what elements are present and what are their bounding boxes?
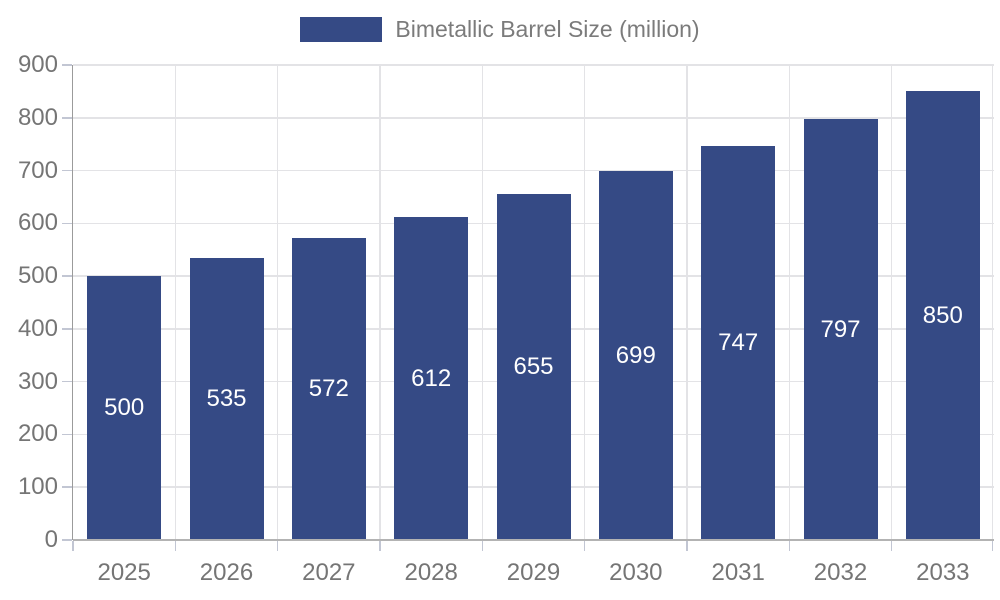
y-axis-tick-label: 0: [44, 526, 58, 553]
x-axis-tick: [890, 540, 893, 551]
gridline-vertical: [788, 65, 791, 540]
y-axis-tick-label: 800: [17, 103, 58, 131]
gridline-vertical: [686, 65, 688, 540]
gridline-vertical: [583, 65, 586, 540]
x-axis-tick-label: 2032: [813, 559, 868, 586]
legend[interactable]: Bimetallic Barrel Size (million): [0, 17, 1000, 42]
y-axis-tick: [61, 64, 72, 66]
bar[interactable]: 535: [189, 257, 264, 540]
x-axis-tick-label: 2028: [404, 559, 458, 586]
y-axis-tick: [61, 328, 72, 330]
y-axis-tick-label: 700: [17, 156, 58, 184]
x-axis-tick: [276, 540, 279, 551]
x-axis-line: [73, 539, 994, 541]
x-axis-tick-label: 2033: [916, 559, 970, 586]
bar-value-label: 535: [206, 384, 247, 412]
x-axis-tick: [788, 540, 791, 551]
bar[interactable]: 500: [87, 276, 162, 540]
y-axis-tick-label: 200: [17, 420, 58, 448]
bar-value-label: 500: [104, 394, 145, 422]
y-axis-tick: [61, 486, 72, 488]
bar[interactable]: 699: [598, 171, 673, 540]
x-axis-tick-label: 2030: [609, 559, 663, 586]
y-axis-tick: [61, 169, 72, 172]
bar[interactable]: 797: [803, 119, 878, 540]
y-axis-tick: [61, 117, 72, 119]
x-axis-tick: [379, 540, 381, 551]
gridline-vertical: [481, 65, 484, 540]
bar-value-label: 747: [718, 328, 759, 356]
bar-value-label: 572: [308, 375, 349, 403]
gridline-vertical: [890, 65, 893, 540]
gridline-vertical: [174, 65, 177, 540]
gridline-vertical: [379, 65, 381, 540]
y-axis-tick: [61, 539, 72, 541]
bar[interactable]: 612: [394, 217, 469, 540]
bar[interactable]: 747: [701, 145, 776, 540]
y-axis-tick-label: 300: [17, 367, 58, 395]
bar[interactable]: 850: [905, 91, 980, 540]
y-axis-tick: [61, 433, 72, 436]
x-axis-tick: [991, 540, 994, 551]
gridline-vertical: [276, 65, 279, 540]
gridline-vertical: [991, 65, 994, 540]
bar-value-label: 797: [820, 315, 861, 343]
bar-value-label: 612: [411, 364, 452, 392]
bar[interactable]: 655: [496, 194, 571, 540]
bar[interactable]: 572: [291, 238, 366, 540]
y-axis-tick-label: 500: [17, 262, 58, 290]
y-axis-tick: [61, 380, 72, 383]
x-axis-tick: [72, 540, 74, 551]
x-axis-tick-label: 2029: [506, 559, 561, 586]
bar-value-label: 655: [513, 353, 554, 381]
gridline-horizontal: [73, 169, 994, 172]
gridline-horizontal: [73, 117, 994, 119]
x-axis-tick: [686, 540, 688, 551]
x-axis-tick: [481, 540, 484, 551]
y-axis-tick: [61, 222, 72, 225]
y-axis-tick-label: 600: [17, 209, 58, 237]
y-axis-tick-label: 900: [17, 51, 58, 78]
x-axis-tick-label: 2026: [199, 559, 254, 586]
y-axis-tick-label: 100: [17, 473, 58, 501]
x-axis-tick-label: 2027: [302, 559, 356, 586]
legend-swatch: [300, 17, 383, 42]
x-axis-tick-label: 2025: [97, 559, 151, 586]
x-axis-tick: [583, 540, 586, 551]
x-axis-tick-label: 2031: [711, 559, 765, 586]
legend-label: Bimetallic Barrel Size (million): [395, 16, 700, 42]
bar-value-label: 699: [615, 341, 656, 369]
x-axis-tick: [174, 540, 177, 551]
bar-value-label: 850: [922, 301, 963, 329]
y-axis-tick-label: 400: [17, 314, 58, 342]
plot-area: 500 535 572 612 655 699 747 797 850: [73, 64, 994, 540]
gridline-horizontal: [73, 64, 994, 66]
y-axis-line: [71, 65, 73, 540]
y-axis-tick: [61, 275, 72, 277]
